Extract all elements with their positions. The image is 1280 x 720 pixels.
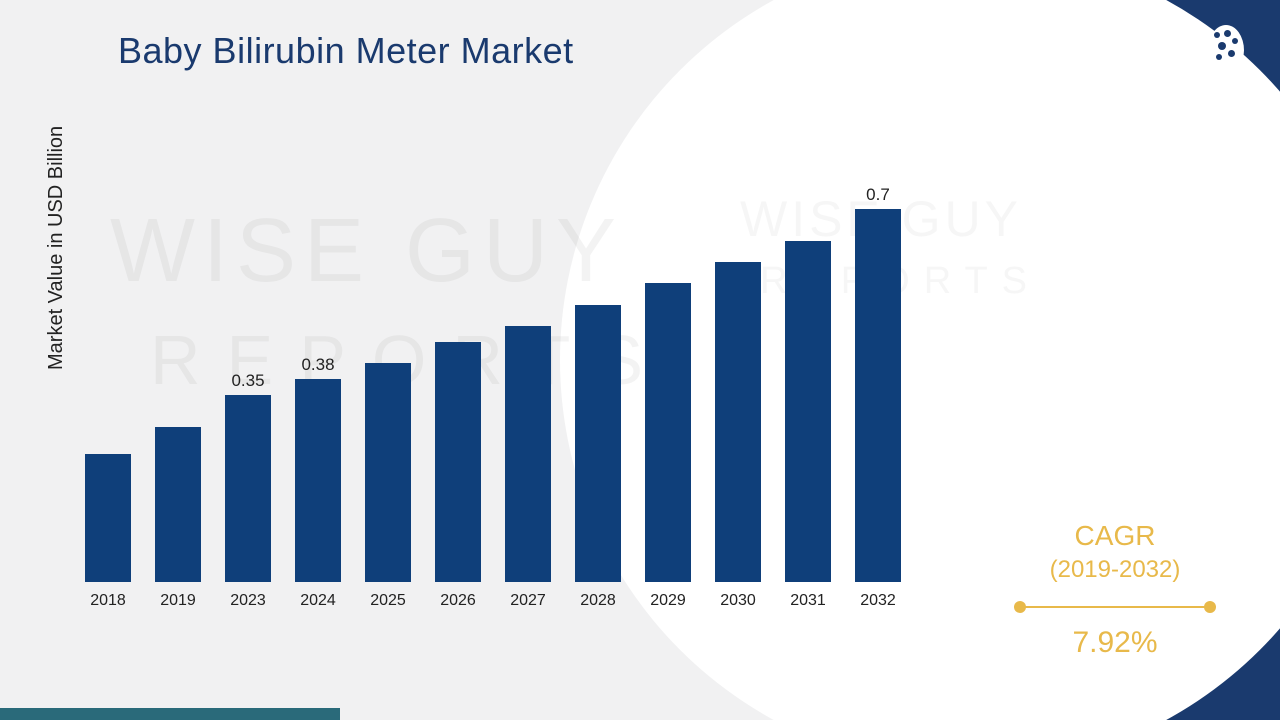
logo-top-row: WISE GUY — [970, 20, 1250, 80]
bar-rect — [505, 326, 551, 582]
bar-2032: 0.72032 — [855, 209, 901, 582]
bar-2025: 2025 — [365, 363, 411, 582]
bar-x-label: 2031 — [790, 592, 826, 610]
cagr-label: CAGR — [990, 520, 1240, 552]
bar-rect — [155, 427, 201, 582]
chart-title: Baby Bilirubin Meter Market — [118, 30, 574, 72]
cagr-divider — [1020, 606, 1210, 608]
logo-text-top: WISE GUY — [987, 30, 1194, 70]
y-axis-label: Market Value in USD Billion — [45, 126, 68, 370]
logo-text-bottom: REPORTS — [970, 84, 1250, 105]
bar-2031: 2031 — [785, 241, 831, 582]
bar-2019: 2019 — [155, 427, 201, 582]
bar-x-label: 2018 — [90, 592, 126, 610]
bar-x-label: 2019 — [160, 592, 196, 610]
bars-container: 2018 2019 0.352023 0.382024 2025 2026 2027 2028… — [85, 162, 915, 582]
bar-x-label: 2026 — [440, 592, 476, 610]
cagr-value: 7.92% — [990, 626, 1240, 660]
bar-x-label: 2029 — [650, 592, 686, 610]
bar-x-label: 2023 — [230, 592, 266, 610]
bar-rect — [645, 283, 691, 582]
bar-x-label: 2030 — [720, 592, 756, 610]
bar-value-label: 0.7 — [866, 185, 890, 205]
bar-rect — [575, 305, 621, 582]
bar-rect — [225, 395, 271, 582]
bar-x-label: 2028 — [580, 592, 616, 610]
bar-x-label: 2024 — [300, 592, 336, 610]
brand-logo: WISE GUY REPORTS — [970, 20, 1250, 105]
bottom-accent-bar — [0, 708, 340, 720]
bar-rect — [855, 209, 901, 582]
bar-2023: 0.352023 — [225, 395, 271, 582]
bar-rect — [295, 379, 341, 582]
bar-x-label: 2032 — [860, 592, 896, 610]
bar-rect — [365, 363, 411, 582]
bar-2030: 2030 — [715, 262, 761, 582]
bar-rect — [435, 342, 481, 582]
page-root: WISE GUY REPORTS WISE GUY REPORTS Baby B… — [0, 0, 1280, 720]
bar-rect — [715, 262, 761, 582]
bar-2028: 2028 — [575, 305, 621, 582]
bar-2018: 2018 — [85, 454, 131, 582]
bar-2024: 0.382024 — [295, 379, 341, 582]
bar-x-label: 2025 — [370, 592, 406, 610]
bar-value-label: 0.38 — [301, 355, 334, 375]
bar-2029: 2029 — [645, 283, 691, 582]
cagr-period: (2019-2032) — [990, 556, 1240, 584]
bar-rect — [85, 454, 131, 582]
bar-value-label: 0.35 — [231, 371, 264, 391]
cagr-block: CAGR (2019-2032) 7.92% — [990, 520, 1240, 660]
head-icon — [1200, 20, 1250, 80]
bar-2027: 2027 — [505, 326, 551, 582]
bar-x-label: 2027 — [510, 592, 546, 610]
bar-2026: 2026 — [435, 342, 481, 582]
bar-rect — [785, 241, 831, 582]
